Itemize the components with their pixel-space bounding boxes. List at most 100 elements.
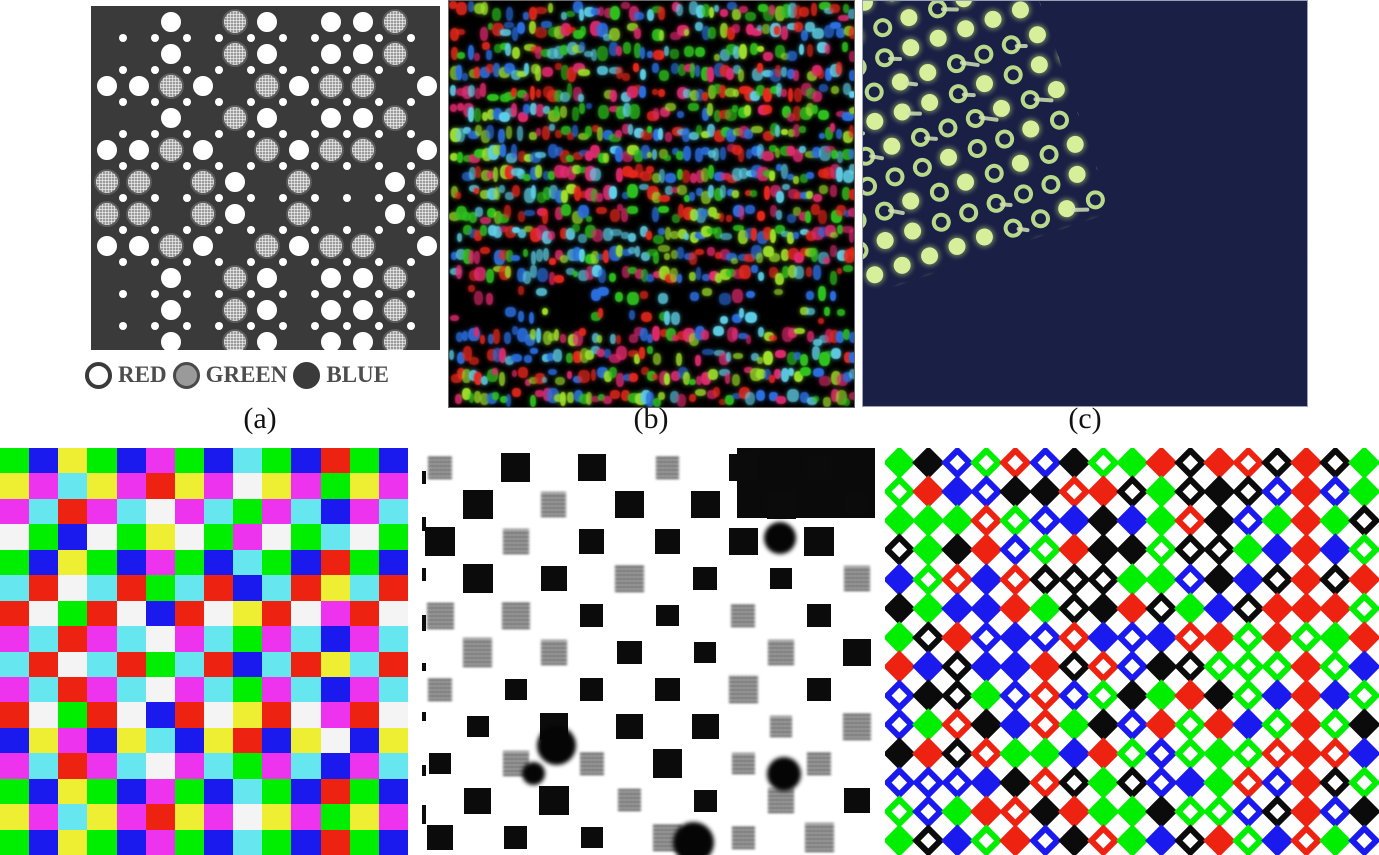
panel-b-emitter	[639, 327, 648, 342]
panel-a-subpixel-g	[382, 265, 408, 291]
panel-d-filter-cell	[0, 448, 30, 475]
panel-b-emitter	[461, 388, 471, 400]
panel-b-emitter	[843, 372, 853, 382]
panel-d-filter-cell	[204, 778, 234, 805]
panel-a-subpixel-r	[318, 105, 344, 131]
panel-b-emitter	[591, 49, 597, 62]
panel-b-emitter	[559, 91, 571, 103]
panel-b-emitter	[505, 6, 513, 21]
panel-b-emitter	[775, 191, 784, 204]
panel-f-diamond-hollow	[1232, 475, 1265, 508]
panel-b-emitter	[677, 274, 683, 283]
panel-b-emitter	[640, 144, 650, 159]
panel-a-subpixel-b	[286, 9, 312, 35]
panel-b-emitter	[817, 209, 827, 224]
panel-b-emitter	[830, 185, 837, 197]
panel-b-emitter	[542, 388, 552, 402]
panel-b-emitter	[646, 333, 654, 343]
panel-b-emitter	[775, 45, 785, 58]
panel-a-subpixel-b	[414, 9, 440, 35]
panel-f-diamond-filled	[1057, 737, 1090, 770]
legend-entry-red: RED	[85, 361, 167, 389]
panel-b-emitter	[737, 229, 748, 244]
panel-b-emitter	[769, 185, 782, 198]
panel-b-emitter	[829, 123, 836, 132]
panel-a-subpixel-g	[382, 41, 408, 67]
panel-b-emitter	[457, 367, 465, 380]
panel-b-emitter	[712, 386, 721, 398]
panel-d-filter-cell	[29, 727, 59, 754]
panel-b-emitter	[702, 25, 710, 41]
panel-a-subpixel-r	[254, 105, 280, 131]
panel-d-filter-cell	[349, 626, 380, 653]
panel-b-emitter	[843, 131, 854, 143]
panel-b-emitter	[622, 124, 630, 135]
panel-c-emitter-dot	[916, 61, 939, 84]
panel-b-emitter	[528, 312, 535, 325]
panel-d-filter-cell	[233, 524, 263, 551]
panel-b-emitter	[505, 307, 517, 317]
panel-e-noisy-square	[501, 601, 530, 630]
panel-b-emitter	[578, 393, 590, 404]
panel-b-emitter	[573, 87, 582, 101]
panel-d-filter-cell	[174, 676, 205, 703]
panel-a-subpixel-g	[318, 73, 344, 99]
panel-b-emitter	[665, 103, 676, 112]
panel-b-emitter	[474, 52, 481, 62]
panel-b-emitter	[658, 6, 665, 20]
panel-a-subpixel-b	[190, 329, 216, 350]
panel-b-emitter	[524, 188, 535, 203]
panel-a-interstitial-dot	[343, 162, 351, 170]
panel-b-emitter	[640, 291, 649, 299]
panel-d-filter-cell	[378, 778, 408, 805]
panel-b-emitter	[486, 268, 494, 284]
panel-b-emitter	[511, 26, 518, 41]
panel-b-emitter	[787, 265, 798, 279]
panel-a-subpixel-r	[254, 329, 280, 350]
panel-b-emitter	[713, 188, 724, 202]
panel-b-emitter	[830, 330, 839, 343]
panel-b-emitter	[481, 1, 489, 15]
panel-b-emitter	[841, 42, 848, 52]
panel-b-emitter	[467, 85, 476, 98]
panel-a-interstitial-dot	[215, 226, 223, 234]
panel-b-emitter	[835, 62, 842, 76]
panel-b-emitter	[492, 167, 498, 183]
panel-b-emitter	[823, 166, 834, 179]
panel-c-emitter-dot	[1009, 152, 1032, 175]
panel-b-emitter	[559, 333, 566, 343]
panel-b-emitter	[628, 104, 640, 119]
panel-a-subpixel-b	[94, 329, 120, 350]
panel-f-diamond-hollow	[941, 766, 974, 799]
panel-b-emitter	[634, 150, 643, 162]
panel-d-filter-cell	[204, 651, 234, 678]
panel-b-emitter	[695, 355, 701, 366]
panel-e-square	[464, 787, 492, 814]
panel-f-diamond-hollow	[1290, 620, 1323, 653]
panel-d-filter-cell	[378, 575, 408, 602]
panel-b-emitter	[799, 125, 806, 134]
panel-f-diamond-hollow	[1348, 504, 1379, 537]
panel-b-emitter	[511, 184, 521, 197]
panel-b-emitter	[751, 27, 763, 37]
panel-e-square	[577, 454, 606, 481]
panel-b-emitter	[566, 353, 573, 363]
panel-d-filter-cell	[233, 651, 263, 678]
panel-e-square	[766, 490, 796, 519]
panel-b-emitter	[560, 228, 568, 240]
panel-f-diamond-filled	[1290, 533, 1323, 566]
panel-f-diamond-filled	[1290, 679, 1323, 712]
panel-b-emitter	[713, 5, 720, 13]
panel-f-diamond-hollow	[1232, 649, 1265, 683]
panel-b-emitter	[530, 167, 539, 180]
panel-f-diamond-hollow	[1028, 766, 1061, 799]
panel-b-emitter	[751, 125, 763, 134]
panel-d-filter-cell	[233, 778, 263, 805]
panel-b-emitter	[750, 265, 758, 273]
panel-b-emitter	[781, 53, 790, 60]
panel-b-emitter	[542, 247, 549, 262]
panel-b-emitter	[598, 153, 607, 163]
panel-b-emitter	[689, 208, 698, 221]
panel-b-emitter	[744, 391, 756, 406]
panel-a-interstitial-dot	[311, 130, 319, 138]
